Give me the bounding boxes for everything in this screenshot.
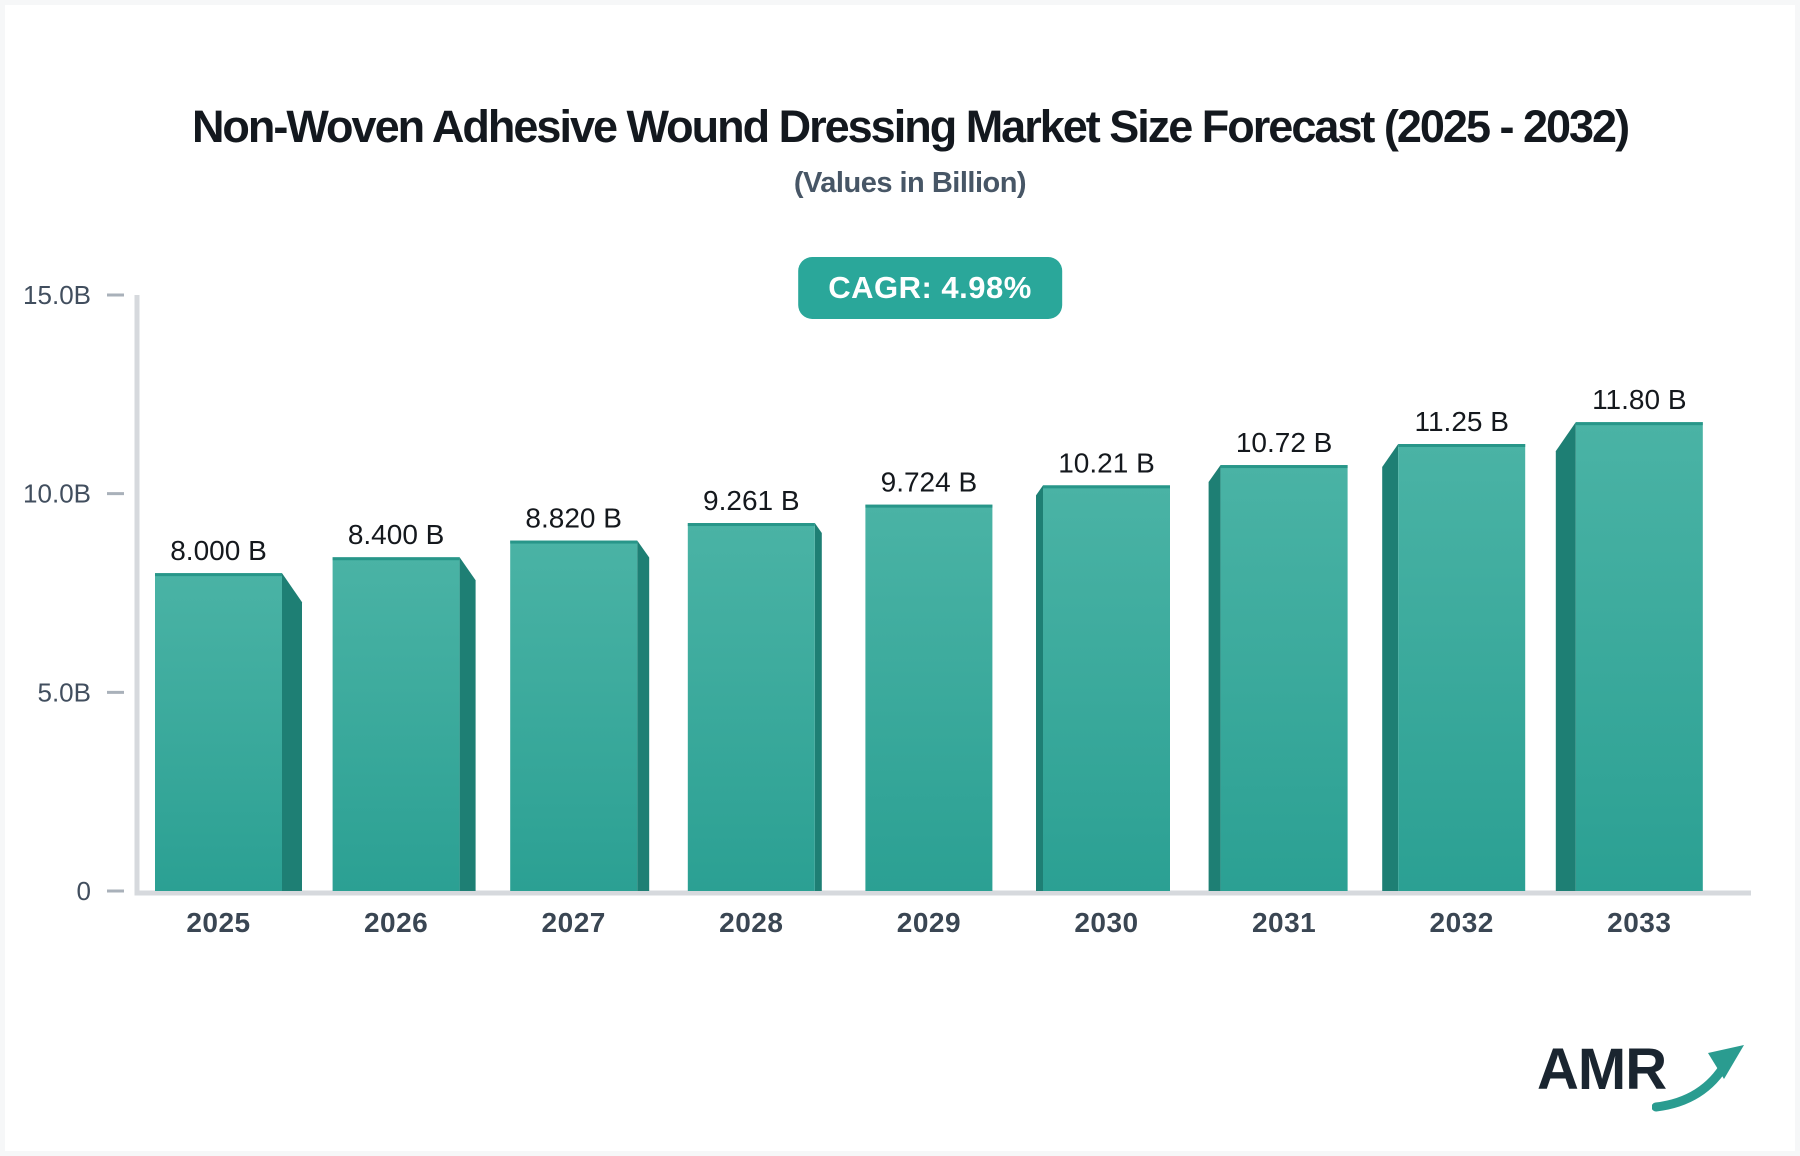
x-axis-label: 2030 bbox=[1074, 907, 1138, 938]
bar-side-face bbox=[459, 557, 476, 891]
x-axis-label: 2026 bbox=[364, 907, 428, 938]
bar-front-face bbox=[1043, 485, 1170, 891]
bar-group-2028: 9.261 B 2028 bbox=[687, 485, 822, 938]
chart-title: Non-Woven Adhesive Wound Dressing Market… bbox=[191, 101, 1630, 152]
x-axis-label: 2032 bbox=[1430, 907, 1494, 938]
bar-side-face bbox=[282, 573, 302, 891]
bar-top-edge bbox=[1043, 485, 1170, 489]
bar-side-face bbox=[1208, 465, 1221, 891]
bar-value-label: 11.25 B bbox=[1414, 406, 1508, 437]
bar-side-face bbox=[637, 540, 650, 891]
y-tick-label: 10.0B bbox=[23, 479, 91, 509]
y-tick-label: 0 bbox=[77, 876, 91, 906]
bar-value-label: 8.000 B bbox=[170, 535, 267, 566]
x-axis-label: 2027 bbox=[542, 907, 606, 938]
bar-front-face bbox=[332, 557, 460, 891]
amr-logo: AMR bbox=[1537, 1041, 1752, 1115]
bar-front-face bbox=[1575, 422, 1703, 891]
bar-side-face bbox=[1382, 444, 1399, 891]
bar-chart: 15.0B 10.0B 5.0B 0 8.000 B 2025 8.400 B 2026 8.8… bbox=[23, 280, 1751, 938]
x-axis-label: 2031 bbox=[1252, 907, 1316, 938]
logo-text: AMR bbox=[1537, 1037, 1667, 1102]
bar-group-2033: 11.80 B 2033 bbox=[1555, 384, 1703, 938]
bar-group-2029: 9.724 B 2029 bbox=[865, 467, 993, 938]
bar-value-label: 10.72 B bbox=[1236, 427, 1333, 458]
bar-top-edge bbox=[865, 504, 993, 508]
x-axis-label: 2025 bbox=[186, 907, 250, 938]
bar-value-label: 10.21 B bbox=[1058, 447, 1155, 478]
bar-top-edge bbox=[1220, 465, 1348, 469]
bar-group-2031: 10.72 B 2031 bbox=[1208, 427, 1348, 938]
bar-front-face bbox=[155, 573, 282, 891]
x-axis-label: 2028 bbox=[719, 907, 783, 938]
bar-front-face bbox=[510, 540, 638, 891]
bar-side-face bbox=[1036, 485, 1043, 891]
bar-value-label: 11.80 B bbox=[1592, 384, 1686, 415]
bar-top-edge bbox=[332, 557, 460, 561]
bar-front-face bbox=[1220, 465, 1348, 891]
bar-front-face bbox=[1398, 444, 1526, 891]
y-tick-label: 15.0B bbox=[23, 280, 91, 310]
x-axis-label: 2029 bbox=[897, 907, 961, 938]
bar-group-2026: 8.400 B 2026 bbox=[332, 519, 476, 938]
bar-value-label: 9.261 B bbox=[703, 485, 800, 516]
x-axis-label: 2033 bbox=[1607, 907, 1671, 938]
bar-value-label: 8.820 B bbox=[525, 503, 622, 534]
bar-front-face bbox=[865, 504, 993, 891]
bar-top-edge bbox=[687, 523, 815, 527]
y-tick-label: 5.0B bbox=[38, 677, 92, 707]
bar-top-edge bbox=[1398, 444, 1526, 447]
bar-value-label: 9.724 B bbox=[881, 467, 978, 498]
bar-top-edge bbox=[1575, 422, 1703, 426]
bar-group-2025: 8.000 B 2025 bbox=[155, 535, 302, 938]
cagr-badge: CAGR: 4.98% bbox=[798, 257, 1062, 319]
bar-value-label: 8.400 B bbox=[348, 519, 445, 550]
bar-front-face bbox=[687, 523, 815, 891]
bar-side-face bbox=[1555, 422, 1576, 891]
bar-group-2027: 8.820 B 2027 bbox=[510, 503, 650, 938]
bar-top-edge bbox=[155, 573, 282, 577]
bar-side-face bbox=[814, 523, 822, 891]
growth-arrow-icon bbox=[1652, 1045, 1745, 1112]
bar-group-2030: 10.21 B 2030 bbox=[1036, 447, 1170, 938]
bar-group-2032: 11.25 B 2032 bbox=[1382, 406, 1526, 938]
chart-subtitle: (Values in Billion) bbox=[793, 167, 1027, 199]
bar-top-edge bbox=[510, 540, 638, 544]
